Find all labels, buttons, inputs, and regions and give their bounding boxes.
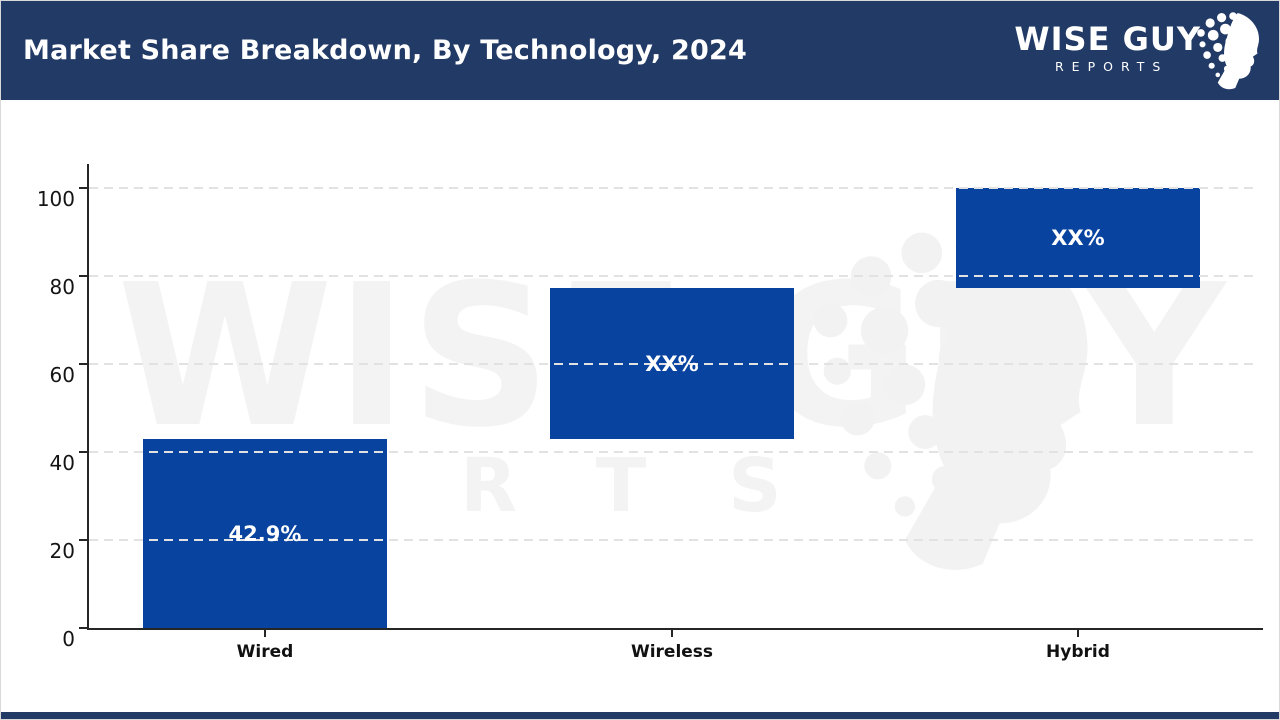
y-axis-tick-label: 40 <box>49 451 75 475</box>
y-axis-tick-label: 80 <box>49 275 75 299</box>
y-axis-tick-label: 20 <box>49 539 75 563</box>
x-axis-tick <box>671 628 673 637</box>
bar-value-label: XX% <box>1051 225 1105 250</box>
footer-bar <box>1 712 1279 719</box>
wiseguy-logo: WISE GUY REPORTS <box>1014 8 1269 94</box>
y-axis-spine <box>87 164 89 630</box>
y-axis-tick <box>79 451 87 453</box>
header: Market Share Breakdown, By Technology, 2… <box>1 1 1279 100</box>
page-title: Market Share Breakdown, By Technology, 2… <box>23 35 748 66</box>
y-axis-tick-label: 100 <box>36 187 75 211</box>
logo-face-icon <box>1197 12 1260 90</box>
y-axis-tick <box>79 363 87 365</box>
x-axis-category-label: Wireless <box>630 642 714 662</box>
bar-wired <box>142 439 387 628</box>
x-axis-spine <box>87 628 1263 630</box>
plot-area: 0 20 40 60 80 100 42.9% Wired XX% Wireless XX% Hybr… <box>37 164 1263 662</box>
y-axis-tick <box>79 627 87 629</box>
x-axis-category-label: Wired <box>236 642 294 662</box>
gridline <box>89 275 1254 277</box>
y-axis-tick <box>79 539 87 541</box>
bar-value-label: XX% <box>645 351 699 376</box>
y-axis-tick <box>79 275 87 277</box>
x-axis-tick <box>263 628 266 637</box>
gridline <box>89 363 1254 365</box>
logo-wordmark: WISE GUY <box>1014 20 1201 58</box>
gridline <box>89 451 1254 453</box>
y-axis-tick-label: 60 <box>49 363 75 387</box>
logo-subtitle: REPORTS <box>1055 59 1169 74</box>
x-axis-category-label: Hybrid <box>1046 642 1110 662</box>
bar-value-label: 42.9% <box>228 521 302 546</box>
gridline <box>89 187 1254 189</box>
gridline <box>89 539 1254 541</box>
y-axis-tick-label: 0 <box>62 627 75 651</box>
x-axis-tick <box>1076 628 1079 637</box>
logo-text: WISE GUY REPORTS <box>1014 22 1201 74</box>
y-axis-tick <box>79 187 87 189</box>
